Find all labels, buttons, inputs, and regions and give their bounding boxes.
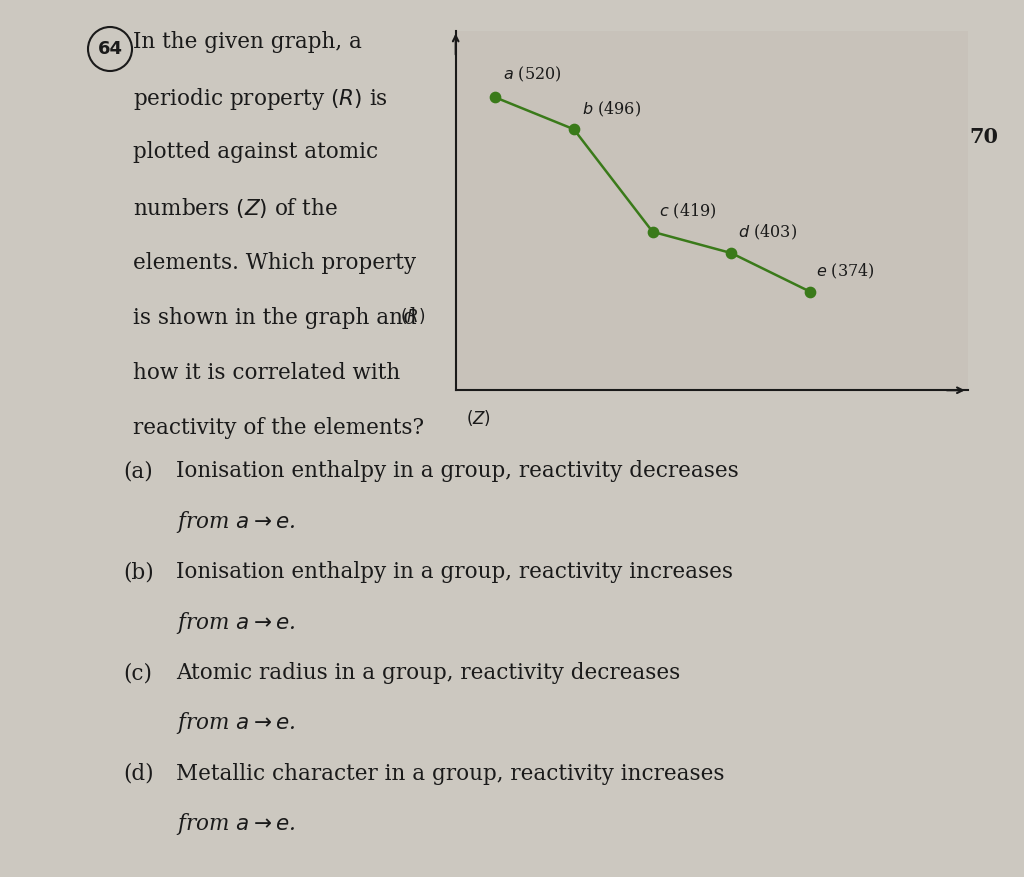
Point bbox=[565, 122, 582, 136]
Text: Ionisation enthalpy in a group, reactivity increases: Ionisation enthalpy in a group, reactivi… bbox=[176, 561, 733, 583]
Text: plotted against atomic: plotted against atomic bbox=[133, 141, 378, 163]
Text: from $a \rightarrow e$.: from $a \rightarrow e$. bbox=[176, 610, 296, 636]
Text: from $a \rightarrow e$.: from $a \rightarrow e$. bbox=[176, 710, 296, 737]
Text: reactivity of the elements?: reactivity of the elements? bbox=[133, 417, 424, 439]
Text: $\mathit{e}$ (374): $\mathit{e}$ (374) bbox=[816, 262, 876, 281]
Point bbox=[802, 285, 818, 299]
Text: $\mathit{b}$ (496): $\mathit{b}$ (496) bbox=[582, 99, 641, 118]
Text: $\mathit{c}$ (419): $\mathit{c}$ (419) bbox=[658, 202, 717, 221]
Text: from $a \rightarrow e$.: from $a \rightarrow e$. bbox=[176, 811, 296, 838]
Text: Atomic radius in a group, reactivity decreases: Atomic radius in a group, reactivity dec… bbox=[176, 662, 680, 684]
Text: In the given graph, a: In the given graph, a bbox=[133, 31, 362, 53]
Text: Ionisation enthalpy in a group, reactivity decreases: Ionisation enthalpy in a group, reactivi… bbox=[176, 460, 739, 482]
Text: elements. Which property: elements. Which property bbox=[133, 252, 416, 274]
Point bbox=[723, 246, 739, 260]
Text: how it is correlated with: how it is correlated with bbox=[133, 362, 400, 384]
Text: numbers $(Z)$ of the: numbers $(Z)$ of the bbox=[133, 196, 338, 220]
Text: 70: 70 bbox=[970, 127, 998, 147]
Text: $(Z)$: $(Z)$ bbox=[466, 408, 490, 428]
Text: (d): (d) bbox=[123, 763, 154, 785]
Point bbox=[486, 90, 503, 104]
Point bbox=[644, 225, 660, 239]
Text: $(R)$: $(R)$ bbox=[399, 306, 425, 325]
Text: is shown in the graph and: is shown in the graph and bbox=[133, 307, 417, 329]
Text: (b): (b) bbox=[123, 561, 154, 583]
Text: $\mathit{a}$ (520): $\mathit{a}$ (520) bbox=[503, 65, 561, 84]
Text: (c): (c) bbox=[123, 662, 152, 684]
Text: (a): (a) bbox=[123, 460, 153, 482]
Text: 64: 64 bbox=[97, 40, 123, 58]
Text: from $a \rightarrow e$.: from $a \rightarrow e$. bbox=[176, 509, 296, 535]
Text: Metallic character in a group, reactivity increases: Metallic character in a group, reactivit… bbox=[176, 763, 725, 785]
Text: $\mathit{d}$ (403): $\mathit{d}$ (403) bbox=[737, 223, 797, 242]
Text: periodic property $(R)$ is: periodic property $(R)$ is bbox=[133, 86, 388, 112]
